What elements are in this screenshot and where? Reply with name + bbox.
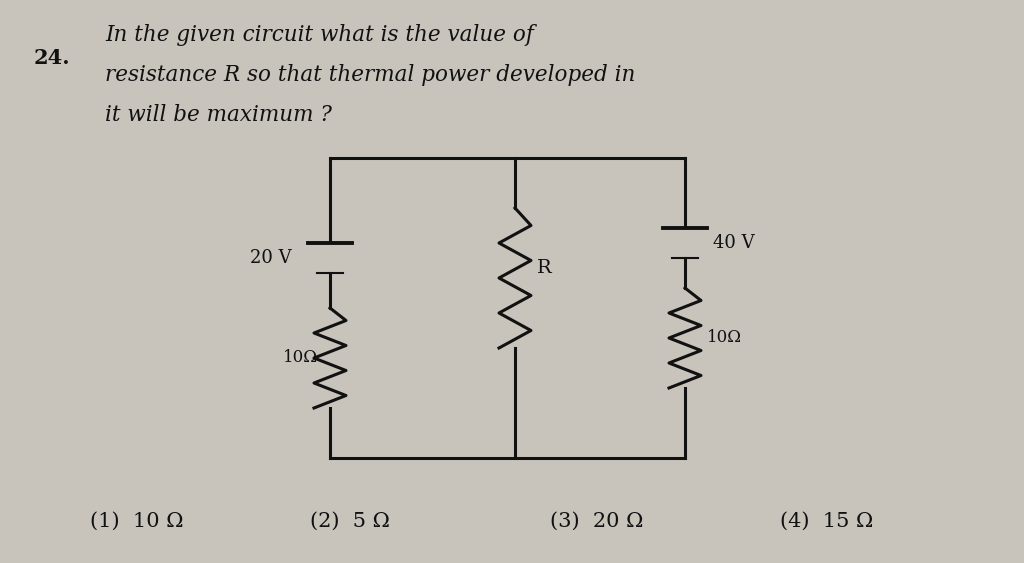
Text: 10Ω: 10Ω xyxy=(707,329,742,346)
Text: 40 V: 40 V xyxy=(713,234,755,252)
Text: (3)  20 Ω: (3) 20 Ω xyxy=(550,512,643,530)
Text: 20 V: 20 V xyxy=(251,249,292,267)
Text: (2)  5 Ω: (2) 5 Ω xyxy=(310,512,390,530)
Text: (1)  10 Ω: (1) 10 Ω xyxy=(90,512,183,530)
Text: resistance R so that thermal power developed in: resistance R so that thermal power devel… xyxy=(105,64,635,86)
Text: (4)  15 Ω: (4) 15 Ω xyxy=(780,512,873,530)
Text: R: R xyxy=(537,259,552,277)
Text: In the given circuit what is the value of: In the given circuit what is the value o… xyxy=(105,24,534,46)
Text: 10Ω: 10Ω xyxy=(283,350,318,367)
Text: 24.: 24. xyxy=(34,48,71,68)
Text: it will be maximum ?: it will be maximum ? xyxy=(105,104,332,126)
